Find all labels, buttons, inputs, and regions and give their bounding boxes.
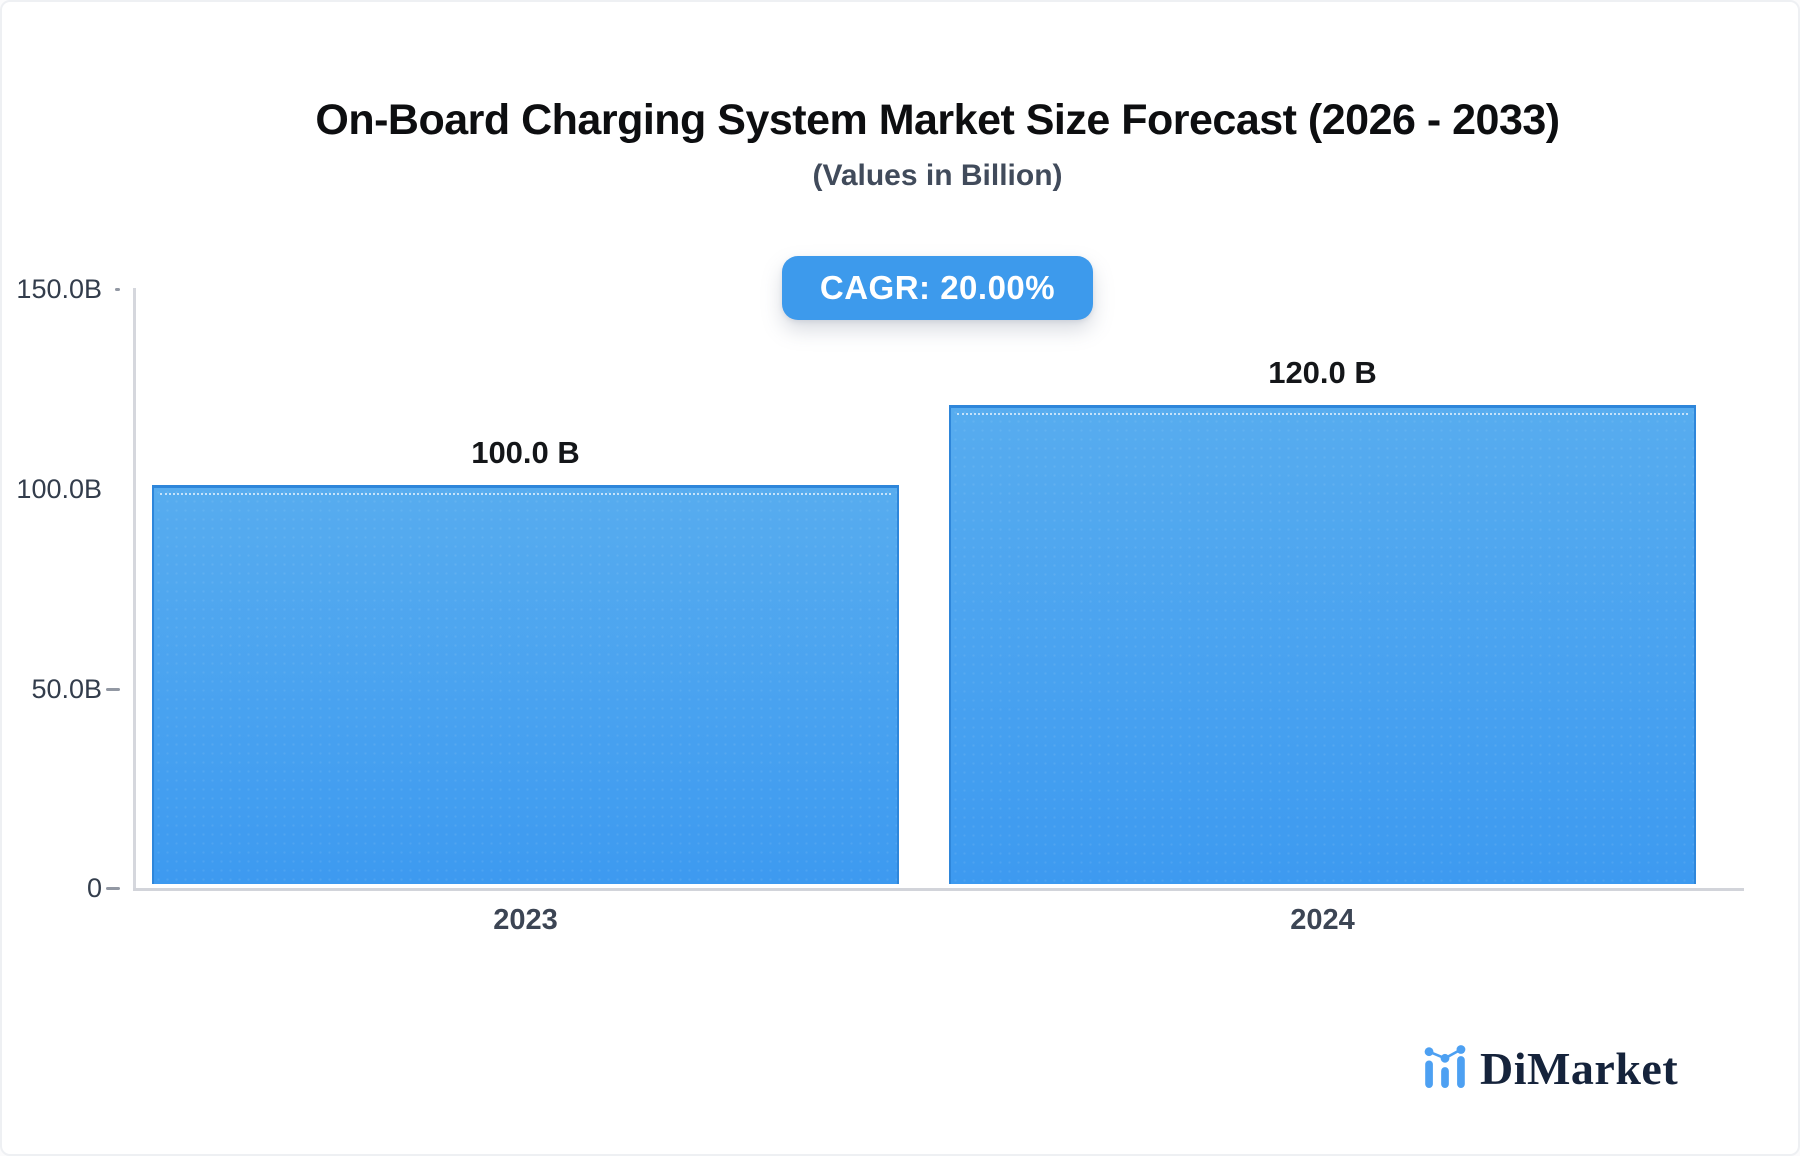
brand-name: DiMarket <box>1480 1043 1679 1094</box>
cagr-badge-row: CAGR: 20.00% <box>135 256 1740 320</box>
bar-group-2023: 100.0 B <box>152 435 899 884</box>
y-tick-mark-0 <box>106 887 120 890</box>
y-tick-mark-50 <box>106 688 120 691</box>
bar-value-label-2023: 100.0 B <box>471 434 580 470</box>
x-tick-label-2023: 2023 <box>493 904 558 936</box>
y-axis-line <box>133 288 136 891</box>
x-axis-baseline <box>133 888 1744 891</box>
y-tick-mark-150 <box>115 288 120 291</box>
x-tick-label-2024: 2024 <box>1290 904 1355 936</box>
chart-title: On-Board Charging System Market Size For… <box>315 96 1560 144</box>
y-tick-label-0: 0 <box>86 873 102 903</box>
chart-subtitle: (Values in Billion) <box>812 159 1063 192</box>
cagr-badge: CAGR: 20.00% <box>781 256 1094 320</box>
brand-logo: DiMarket <box>1423 1042 1678 1095</box>
bar-value-label-2024: 120.0 B <box>1268 354 1377 390</box>
y-tick-label-150: 150.0B <box>16 274 102 304</box>
chart-header: On-Board Charging System Market Size For… <box>135 96 1740 193</box>
bar-group-2024: 120.0 B <box>949 355 1696 884</box>
y-tick-label-100: 100.0B <box>16 474 102 504</box>
bar-2024[interactable] <box>949 404 1696 884</box>
y-tick-label-50: 50.0B <box>31 674 102 704</box>
bar-2023[interactable] <box>152 484 899 884</box>
bar-chart-dots-logo-icon <box>1423 1044 1467 1093</box>
